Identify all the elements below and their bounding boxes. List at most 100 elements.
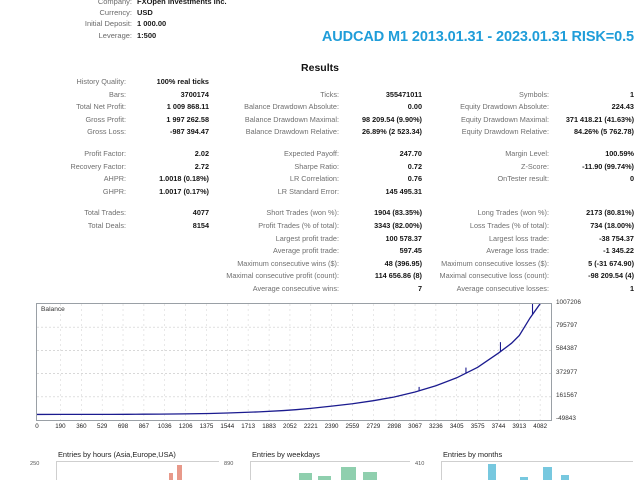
stat-label: Balance Drawdown Relative: [245, 127, 339, 137]
stat-cell: Average loss trade: -1 345.22 [426, 245, 640, 258]
stat-value: 1 [629, 89, 634, 99]
stat-label: Maximum consecutive losses ($): [441, 258, 549, 268]
stat-label: Loss Trades (% of total): [469, 220, 549, 230]
stat-label: Total Trades: [84, 208, 126, 218]
y-axis-tick-label: 584387 [556, 345, 578, 353]
stat-value: 84.26% (5 762.78) [573, 127, 634, 137]
stat-row: Gross Loss: -987 394.47 Balance Drawdown R… [0, 126, 640, 139]
mini-chart-plot [250, 461, 410, 480]
stat-label: Short Trades (won %): [266, 208, 339, 218]
statistics-group-overview: History Quality: 100% real ticks Bars: 3700… [0, 76, 640, 139]
x-axis-tick-label: 2221 [303, 423, 318, 430]
stat-row: Recovery Factor: 2.72 Sharpe Ratio: 0.72 Z-S… [0, 161, 640, 174]
stat-cell: Balance Drawdown Relative: 26.89% (2 523.… [213, 126, 426, 139]
stat-value: 0.72 [407, 161, 422, 171]
account-value: 1:500 [137, 30, 157, 40]
chart-legend: Balance [41, 306, 65, 313]
stat-cell [0, 283, 213, 296]
chart-y-axis: 1007206 795797 584387 372977 161567 -49843 [553, 299, 613, 422]
stat-row: GHPR: 1.0017 (0.17%) LR Standard Error: 145… [0, 186, 640, 199]
stat-value: 0.00 [407, 102, 422, 112]
stat-label: Average consecutive wins: [252, 283, 339, 293]
stat-cell: Symbols: 1 [426, 89, 640, 102]
stat-cell [0, 270, 213, 283]
stat-cell: LR Standard Error: 145 495.31 [213, 186, 426, 199]
stat-value: 100 578.37 [385, 233, 422, 243]
stat-label: AHPR: [103, 174, 126, 184]
stat-cell: LR Correlation: 0.76 [213, 173, 426, 186]
stat-value: -98 209.54 (4) [588, 271, 634, 281]
stat-cell: Largest profit trade: 100 578.37 [213, 233, 426, 246]
stat-cell: AHPR: 1.0018 (0.18%) [0, 173, 213, 186]
stat-label: Maximum consecutive wins ($): [237, 258, 339, 268]
stat-cell: Bars: 3700174 [0, 89, 213, 102]
stat-row: Total Net Profit: 1 009 868.11 Balance Dra… [0, 101, 640, 114]
stat-value: 371 418.21 (41.63%) [565, 114, 634, 124]
stat-label: Ticks: [320, 89, 339, 99]
statistics-group-trades: Total Trades: 4077 Short Trades (won %): 19… [0, 207, 640, 295]
y-axis-tick-label: 161567 [556, 391, 578, 399]
stat-cell [0, 233, 213, 246]
histogram-bar [520, 476, 528, 480]
stat-row: AHPR: 1.0018 (0.18%) LR Correlation: 0.76 On… [0, 173, 640, 186]
stat-label: Maximal consecutive loss (count): [439, 271, 550, 281]
stat-value: 1 997 262.58 [166, 114, 209, 124]
stat-value [131, 270, 213, 283]
stat-label [0, 245, 131, 258]
stat-label [213, 76, 344, 89]
stat-value: -987 394.47 [170, 127, 209, 137]
x-axis-tick-label: 867 [138, 423, 150, 430]
entries-by-hours-chart[interactable]: Entries by hours (Asia,Europe,USA) 250 [30, 450, 223, 480]
stat-value: 1904 (83.35%) [374, 208, 422, 218]
stat-cell: OnTester result: 0 [426, 173, 640, 186]
stat-label: Equity Drawdown Absolute: [460, 102, 549, 112]
stat-label: Total Deals: [87, 220, 126, 230]
histogram-bar [561, 474, 569, 480]
x-axis-tick-label: 3575 [470, 423, 485, 430]
balance-chart[interactable]: Balance [36, 303, 552, 421]
x-axis-tick-label: 1375 [199, 423, 214, 430]
mini-chart-ymax: 890 [224, 461, 234, 467]
stat-row: Profit Factor: 2.02 Expected Payoff: 247.70… [0, 148, 640, 161]
stat-cell: Maximum consecutive wins ($): 48 (396.95) [213, 258, 426, 271]
results-heading: Results [301, 62, 339, 74]
stat-cell: GHPR: 1.0017 (0.17%) [0, 186, 213, 199]
histogram-bar [168, 472, 173, 480]
account-row: Initial Deposit: 1 000.00 [0, 18, 300, 29]
stat-value: 1.0018 (0.18%) [159, 174, 209, 184]
stat-label: Largest loss trade: [488, 233, 549, 243]
stat-value: 224.43 [611, 102, 634, 112]
account-row: Currency: USD [0, 7, 300, 18]
stat-value: 26.89% (2 523.34) [361, 127, 422, 137]
x-axis-tick-label: 2898 [387, 423, 402, 430]
stat-cell [426, 186, 640, 199]
stat-row: Total Trades: 4077 Short Trades (won %): 19… [0, 207, 640, 220]
x-axis-tick-label: 2052 [283, 423, 297, 430]
chart-x-axis: 0 190 360 529 698 867 1036 1206 1375 1544 1713 1883… [35, 423, 556, 433]
stat-value [131, 283, 213, 296]
stat-cell: Z-Score: -11.90 (99.74%) [426, 161, 640, 174]
stat-value: 5 (-31 674.90) [588, 258, 634, 268]
stat-value: 114 656.86 (8) [374, 271, 422, 281]
stat-value: -11.90 (99.74%) [582, 161, 634, 171]
stat-cell: Total Trades: 4077 [0, 207, 213, 220]
stat-label: Sharpe Ratio: [294, 161, 339, 171]
stat-value: 4077 [192, 208, 209, 218]
mini-chart-ymax: 250 [30, 461, 40, 467]
stat-cell: Profit Factor: 2.02 [0, 148, 213, 161]
stat-value [554, 186, 640, 199]
entries-by-months-chart[interactable]: Entries by months 410 [415, 450, 637, 480]
stat-label [0, 270, 131, 283]
account-summary: Company: FXOpen Investments Inc. Currenc… [0, 0, 300, 41]
entries-by-weekdays-chart[interactable]: Entries by weekdays 890 [224, 450, 414, 480]
stat-row: Total Deals: 8154 Profit Trades (% of tota… [0, 220, 640, 233]
stat-label: Gross Profit: [85, 114, 126, 124]
stat-label: Long Trades (won %): [477, 208, 549, 218]
stat-cell: Average consecutive wins: 7 [213, 283, 426, 296]
y-axis-tick-label: -49843 [556, 415, 576, 422]
stat-row: Average consecutive wins: 7 Average consec… [0, 283, 640, 296]
mini-chart-plot [56, 461, 219, 480]
stat-cell: Maximum consecutive losses ($): 5 (-31 67… [426, 258, 640, 271]
stat-row: Average profit trade: 597.45 Average loss … [0, 245, 640, 258]
x-axis-tick-label: 3744 [491, 423, 506, 430]
